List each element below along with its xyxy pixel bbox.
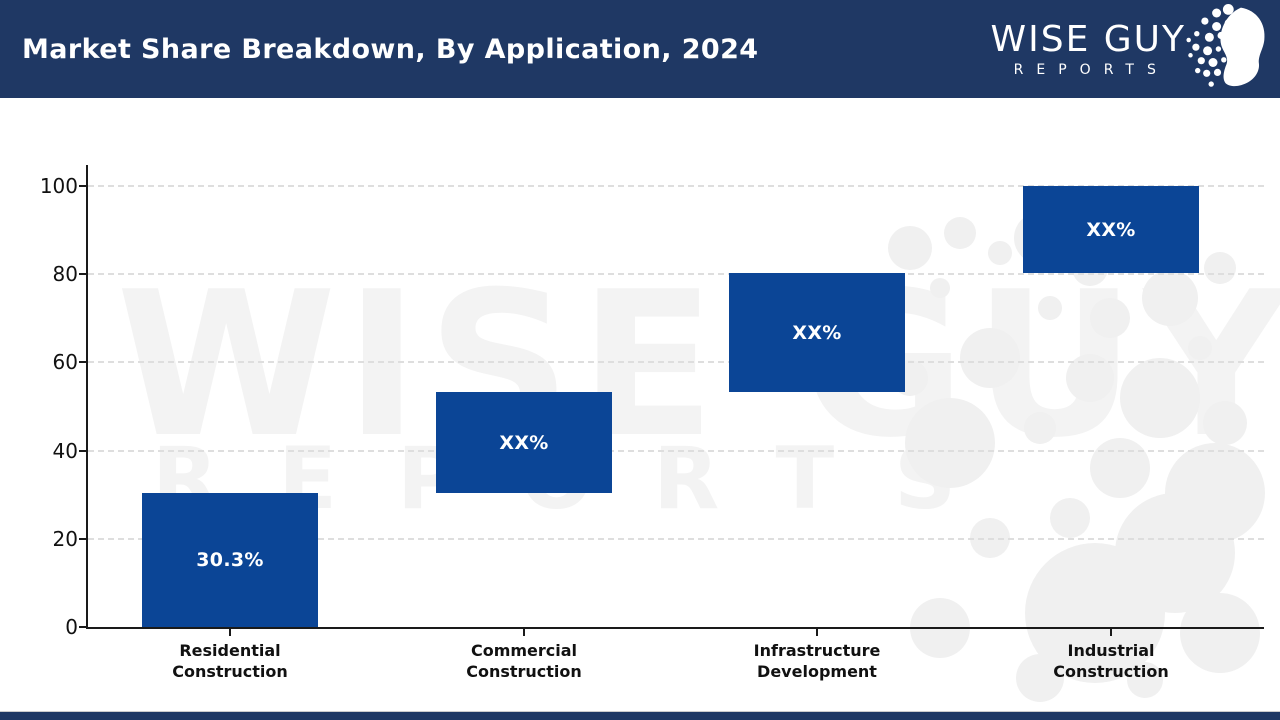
x-axis-tick: [229, 629, 231, 636]
x-axis-category-line: Commercial: [470, 641, 578, 660]
bar-value-label: XX%: [499, 431, 549, 454]
y-axis-tick: [79, 626, 86, 628]
y-axis-tick: [79, 273, 86, 276]
chart-area: WISE GUY REPORTS 02040608010030.3%Reside…: [0, 98, 1280, 711]
wiseguy-face-icon: [1186, 4, 1265, 87]
y-axis-tick-label: 0: [65, 615, 78, 639]
y-axis-tick-label: 40: [52, 438, 78, 463]
y-axis-tick: [79, 361, 86, 364]
gridline: [88, 361, 1264, 364]
y-axis-tick-label: 20: [52, 526, 78, 551]
logo-subtitle: REPORTS: [1013, 62, 1169, 78]
bar-value-label: XX%: [1086, 218, 1136, 241]
x-axis-category-line: Construction: [466, 662, 582, 681]
x-axis-category-line: Construction: [1053, 662, 1169, 681]
x-axis-category-label: Commercial Construction: [394, 640, 654, 682]
x-axis-line: [86, 627, 1264, 629]
bar-industrial-construction: XX%: [1023, 186, 1199, 274]
x-axis-category-line: Infrastructure: [753, 641, 881, 660]
bar-residential-construction: 30.3%: [142, 493, 318, 627]
bar-value-label: XX%: [792, 321, 842, 344]
bar-value-label: 30.3%: [196, 549, 264, 572]
gridline: [88, 449, 1264, 452]
x-axis-category-label: Industrial Construction: [981, 640, 1241, 682]
x-axis-tick: [1110, 629, 1112, 636]
page-title: Market Share Breakdown, By Application, …: [22, 33, 759, 65]
x-axis-category-label: Infrastructure Development: [687, 640, 947, 682]
gridline: [88, 273, 1264, 276]
y-axis-tick-label: 100: [39, 174, 78, 198]
logo-text: WISE GUY REPORTS: [990, 19, 1187, 79]
bar-infrastructure-development: XX%: [729, 273, 905, 392]
footer-divider: [0, 711, 1280, 712]
logo-wordmark: WISE GUY: [990, 19, 1186, 60]
y-axis-tick: [79, 449, 86, 452]
bar-commercial-construction: XX%: [436, 391, 612, 494]
x-axis-category-line: Residential: [179, 641, 281, 660]
footer-bar: [0, 712, 1280, 720]
wiseguy-logo: WISE GUY REPORTS: [991, 4, 1273, 94]
gridline: [88, 185, 1264, 187]
y-axis-line: [86, 165, 88, 629]
header-bar: Market Share Breakdown, By Application, …: [0, 0, 1280, 98]
x-axis-category-line: Construction: [172, 662, 288, 681]
y-axis-tick: [79, 537, 86, 540]
x-axis-category-line: Development: [757, 662, 877, 681]
x-axis-category-label: Residential Construction: [100, 640, 360, 682]
y-axis-tick: [79, 185, 86, 187]
x-axis-tick: [523, 629, 525, 636]
x-axis-tick: [816, 629, 818, 636]
y-axis-tick-label: 60: [52, 350, 78, 375]
y-axis-tick-label: 80: [52, 262, 78, 287]
gridline: [88, 537, 1264, 540]
x-axis-category-line: Industrial: [1067, 641, 1155, 660]
